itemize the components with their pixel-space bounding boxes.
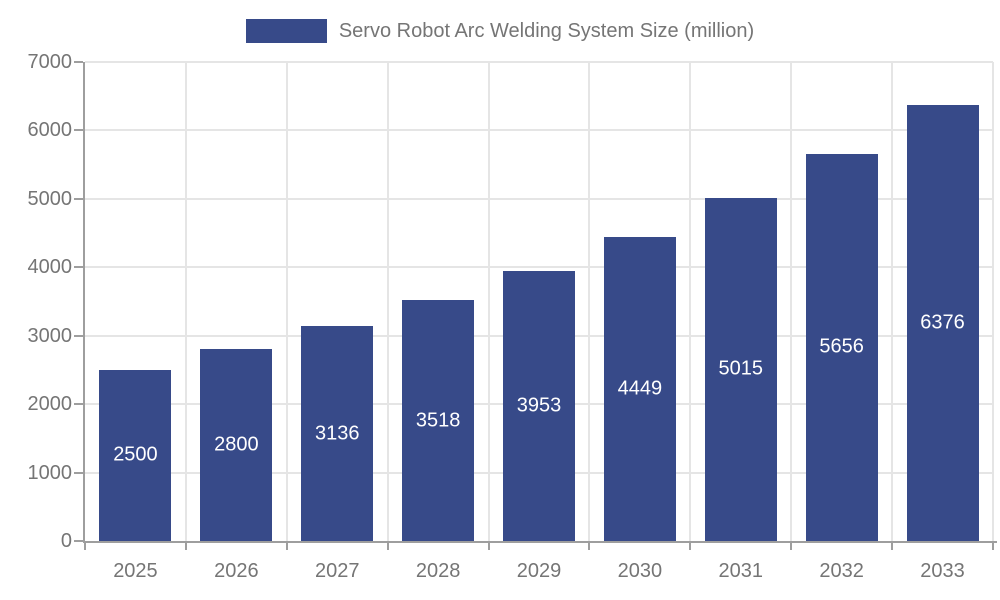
x-axis-tick-label: 2027 — [314, 560, 360, 582]
y-gridline — [85, 197, 993, 200]
x-gridline — [689, 62, 692, 541]
y-gridline — [85, 266, 993, 269]
y-gridline — [85, 61, 993, 63]
x-gridline — [285, 62, 288, 541]
y-axis-tick — [74, 540, 83, 542]
y-axis-tick — [74, 61, 83, 63]
y-axis-tick-label: 5000 — [27, 187, 73, 210]
x-axis-tick — [689, 541, 692, 550]
x-axis-tick — [84, 541, 86, 550]
y-axis-tick-label: 6000 — [27, 119, 73, 142]
x-axis-tick-label: 2031 — [718, 560, 764, 582]
bar-value-label: 3953 — [516, 394, 562, 417]
x-gridline — [184, 62, 187, 541]
bar-value-label: 2500 — [113, 443, 158, 466]
x-gridline — [588, 62, 591, 541]
y-axis-tick-label: 7000 — [27, 51, 73, 73]
x-axis-tick — [992, 541, 994, 550]
bar — [704, 197, 777, 541]
y-axis-tick — [74, 471, 83, 474]
x-axis-tick — [790, 541, 793, 550]
x-axis-tick-label: 2033 — [920, 560, 965, 582]
y-axis-tick — [74, 197, 83, 200]
bar — [99, 369, 172, 541]
legend-swatch-icon — [245, 19, 327, 43]
x-gridline — [487, 62, 490, 541]
bar — [301, 326, 374, 541]
y-axis-tick-label: 0 — [60, 530, 72, 552]
plot-area: 0 1000 2000 3000 4000 5000 6000 7000 2025 2026 202… — [28, 52, 997, 581]
bar — [603, 236, 676, 541]
y-axis-tick — [74, 403, 83, 406]
y-axis-line — [83, 62, 85, 541]
bar-value-label: 4449 — [617, 377, 663, 400]
y-axis-tick — [74, 334, 83, 337]
x-axis-tick — [184, 541, 187, 550]
x-gridline — [891, 62, 894, 541]
legend-label: Servo Robot Arc Welding System Size (mil… — [338, 19, 755, 42]
x-gridline — [386, 62, 389, 541]
x-axis-tick-label: 2025 — [113, 560, 158, 582]
y-gridline — [85, 129, 993, 132]
bar — [805, 153, 878, 541]
bar — [200, 349, 273, 541]
x-axis-tick — [487, 541, 490, 550]
x-gridline — [992, 62, 994, 541]
bar-value-label: 2800 — [214, 433, 259, 456]
x-axis-tick — [588, 541, 591, 550]
x-axis-tick — [386, 541, 389, 550]
bar-value-label: 5015 — [718, 357, 764, 380]
y-axis-tick-label: 3000 — [27, 324, 73, 347]
x-axis-tick-label: 2026 — [214, 560, 259, 582]
x-axis-tick — [891, 541, 894, 550]
legend-item[interactable]: Servo Robot Arc Welding System Size (mil… — [0, 17, 1000, 45]
x-gridline — [790, 62, 793, 541]
y-axis-tick — [74, 266, 83, 269]
bar — [402, 300, 475, 541]
y-axis-tick-label: 2000 — [27, 393, 73, 416]
y-axis-tick — [74, 129, 83, 132]
bar — [906, 104, 979, 541]
y-axis-tick-label: 4000 — [27, 256, 73, 279]
bar-value-label: 6376 — [920, 311, 965, 334]
bar — [503, 270, 575, 541]
x-axis-tick-label: 2028 — [415, 560, 461, 582]
x-axis-line — [83, 541, 997, 543]
x-axis-tick-label: 2029 — [516, 560, 562, 582]
x-axis-tick-label: 2032 — [819, 560, 864, 582]
bar-value-label: 3518 — [415, 409, 461, 432]
bar-value-label: 3136 — [314, 422, 360, 445]
y-axis-tick-label: 1000 — [27, 461, 73, 484]
x-axis-tick — [285, 541, 288, 550]
x-axis-tick-label: 2030 — [617, 560, 663, 582]
bar-value-label: 5656 — [819, 335, 864, 358]
